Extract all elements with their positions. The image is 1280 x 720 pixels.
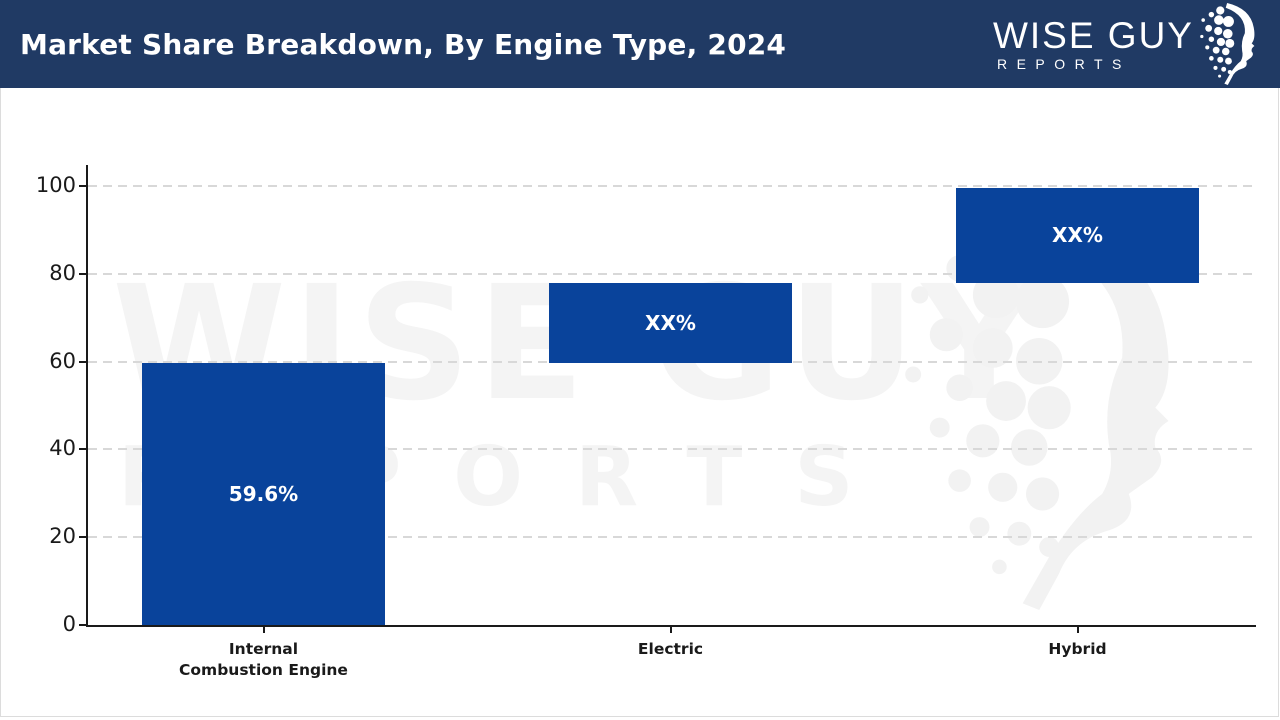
y-tick-label-0: 0: [62, 612, 76, 636]
y-tick-mark-0: [79, 624, 86, 626]
gridline-20: [88, 536, 1255, 539]
header-bar: Market Share Breakdown, By Engine Type, …: [0, 0, 1280, 88]
x-category-label-hybrid: Hybrid: [918, 639, 1238, 660]
gridline-80: [88, 272, 1255, 275]
bar-electric: XX%: [549, 283, 792, 364]
bar-value-label: XX%: [645, 311, 696, 336]
x-category-label-line: Electric: [637, 640, 704, 658]
y-tick-mark-60: [79, 360, 86, 363]
x-tick-mark-electric: [669, 627, 672, 633]
chart-title: Market Share Breakdown, By Engine Type, …: [20, 27, 787, 61]
logo-wordmark-line1: WISE GUY: [992, 15, 1194, 56]
bar-hybrid: XX%: [956, 187, 1199, 283]
gridline-40: [88, 448, 1255, 451]
y-tick-label-60: 60: [49, 348, 76, 373]
x-category-label-electric: Electric: [511, 639, 831, 660]
y-axis-line: [86, 165, 88, 626]
y-tick-label-100: 100: [35, 173, 76, 197]
x-category-label-line: Combustion Engine: [179, 661, 348, 679]
bar-value-label: XX%: [1052, 223, 1103, 248]
y-tick-mark-100: [79, 185, 86, 187]
bar-internal-combustion-engine: 59.6%: [142, 363, 385, 625]
y-tick-mark-80: [79, 272, 86, 275]
brand-logo: WISE GUY REPORTS: [993, 0, 1280, 88]
x-category-label-line: Internal: [228, 640, 299, 658]
gridline-100: [88, 185, 1255, 187]
logo-wordmark: WISE GUY REPORTS: [993, 17, 1194, 71]
y-tick-mark-40: [79, 448, 86, 451]
logo-wordmark-line2: REPORTS: [996, 56, 1131, 72]
x-category-label-line: Hybrid: [1048, 640, 1107, 658]
x-category-label-internal-combustion-engine: Internal Combustion Engine: [104, 639, 424, 681]
y-tick-label-20: 20: [49, 524, 76, 549]
x-axis-line: [86, 625, 1256, 627]
y-tick-label-40: 40: [49, 436, 76, 461]
bar-value-label: 59.6%: [228, 482, 299, 507]
x-tick-mark-hybrid: [1076, 627, 1079, 633]
x-tick-mark-internal-combustion-engine: [262, 627, 265, 633]
y-tick-mark-20: [79, 536, 86, 539]
y-tick-label-80: 80: [49, 260, 76, 285]
